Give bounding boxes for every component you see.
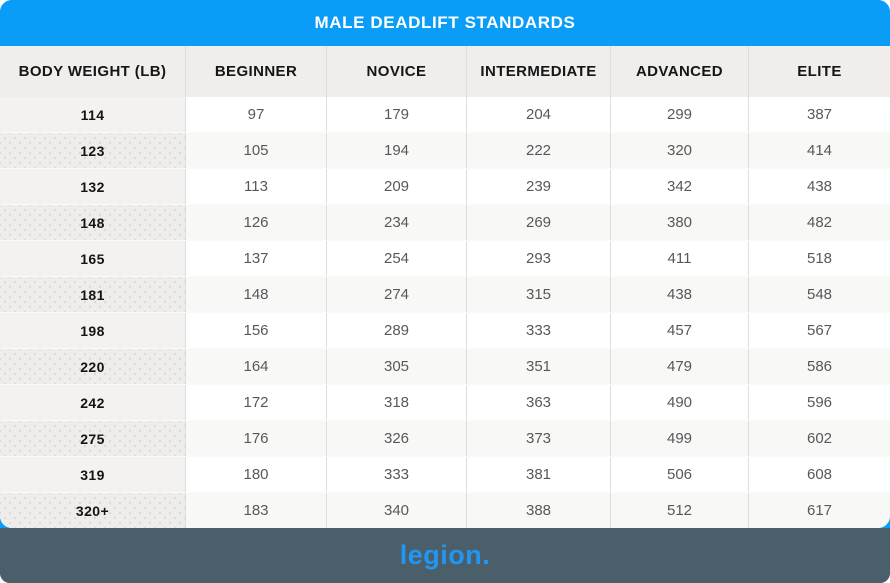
column-header-advanced: ADVANCED (610, 46, 748, 97)
value-cell: 293 (466, 241, 610, 276)
value-cell: 342 (610, 169, 748, 204)
value-cell: 164 (185, 349, 326, 384)
value-cell: 172 (185, 385, 326, 420)
value-cell: 299 (610, 97, 748, 132)
legion-logo: legion. (399, 540, 491, 570)
value-cell: 438 (610, 277, 748, 312)
value-cell: 254 (326, 241, 466, 276)
value-cell: 490 (610, 385, 748, 420)
footer: legion. (0, 528, 890, 583)
value-cell: 380 (610, 205, 748, 240)
body-weight-cell: 148 (0, 205, 185, 240)
value-cell: 363 (466, 385, 610, 420)
body-weight-cell: 275 (0, 421, 185, 456)
value-cell: 438 (748, 169, 890, 204)
value-cell: 567 (748, 313, 890, 348)
value-cell: 373 (466, 421, 610, 456)
value-cell: 97 (185, 97, 326, 132)
value-cell: 320 (610, 133, 748, 168)
value-cell: 411 (610, 241, 748, 276)
value-cell: 617 (748, 493, 890, 528)
value-cell: 126 (185, 205, 326, 240)
body-weight-cell: 132 (0, 169, 185, 204)
value-cell: 387 (748, 97, 890, 132)
value-cell: 351 (466, 349, 610, 384)
value-cell: 340 (326, 493, 466, 528)
body-weight-cell: 198 (0, 313, 185, 348)
value-cell: 194 (326, 133, 466, 168)
body-weight-cell: 220 (0, 349, 185, 384)
table-row: 198 156 289 333 457 567 (0, 312, 890, 348)
column-header-body-weight-lb: BODY WEIGHT (LB) (18, 63, 167, 80)
table-body: 114 97 179 204 299 387 123 105 194 222 320 414 132 11… (0, 97, 890, 528)
table-row: 132 113 209 239 342 438 (0, 168, 890, 204)
table-row: 320+ 183 340 388 512 617 (0, 492, 890, 528)
value-cell: 512 (610, 493, 748, 528)
value-cell: 608 (748, 457, 890, 492)
value-cell: 183 (185, 493, 326, 528)
value-cell: 482 (748, 205, 890, 240)
body-weight-cell: 165 (0, 241, 185, 276)
table-row: 123 105 194 222 320 414 (0, 132, 890, 168)
value-cell: 333 (326, 457, 466, 492)
value-cell: 596 (748, 385, 890, 420)
value-cell: 333 (466, 313, 610, 348)
table-row: 319 180 333 381 506 608 (0, 456, 890, 492)
value-cell: 318 (326, 385, 466, 420)
value-cell: 269 (466, 205, 610, 240)
column-header-intermediate: INTERMEDIATE (466, 46, 610, 97)
table-header-row: BODY WEIGHT (LB) BEGINNER NOVICE INTERMEDIA… (0, 46, 890, 97)
value-cell: 479 (610, 349, 748, 384)
column-header-beginner: BEGINNER (185, 46, 326, 97)
value-cell: 506 (610, 457, 748, 492)
value-cell: 179 (326, 97, 466, 132)
value-cell: 113 (185, 169, 326, 204)
body-weight-cell: 319 (0, 457, 185, 492)
value-cell: 176 (185, 421, 326, 456)
body-weight-cell: 123 (0, 133, 185, 168)
title-bar: MALE DEADLIFT STANDARDS (0, 0, 890, 46)
value-cell: 457 (610, 313, 748, 348)
value-cell: 414 (748, 133, 890, 168)
page-title: MALE DEADLIFT STANDARDS (314, 13, 576, 32)
value-cell: 180 (185, 457, 326, 492)
standards-table: BODY WEIGHT (LB) BEGINNER NOVICE INTERMEDIA… (0, 46, 890, 528)
value-cell: 499 (610, 421, 748, 456)
value-cell: 305 (326, 349, 466, 384)
value-cell: 289 (326, 313, 466, 348)
value-cell: 234 (326, 205, 466, 240)
value-cell: 548 (748, 277, 890, 312)
body-weight-cell: 242 (0, 385, 185, 420)
body-weight-cell: 114 (0, 97, 185, 132)
body-weight-cell: 181 (0, 277, 185, 312)
value-cell: 326 (326, 421, 466, 456)
value-cell: 239 (466, 169, 610, 204)
value-cell: 586 (748, 349, 890, 384)
table-row: 114 97 179 204 299 387 (0, 97, 890, 132)
value-cell: 602 (748, 421, 890, 456)
value-cell: 148 (185, 277, 326, 312)
table-row: 148 126 234 269 380 482 (0, 204, 890, 240)
value-cell: 518 (748, 241, 890, 276)
value-cell: 315 (466, 277, 610, 312)
value-cell: 156 (185, 313, 326, 348)
column-header-elite: ELITE (748, 46, 890, 97)
value-cell: 388 (466, 493, 610, 528)
value-cell: 105 (185, 133, 326, 168)
body-weight-cell: 320+ (0, 493, 185, 528)
table-row: 242 172 318 363 490 596 (0, 384, 890, 420)
column-header-novice: NOVICE (326, 46, 466, 97)
table-row: 220 164 305 351 479 586 (0, 348, 890, 384)
value-cell: 274 (326, 277, 466, 312)
value-cell: 222 (466, 133, 610, 168)
value-cell: 209 (326, 169, 466, 204)
value-cell: 137 (185, 241, 326, 276)
value-cell: 381 (466, 457, 610, 492)
value-cell: 204 (466, 97, 610, 132)
table-row: 165 137 254 293 411 518 (0, 240, 890, 276)
table-row: 275 176 326 373 499 602 (0, 420, 890, 456)
table-row: 181 148 274 315 438 548 (0, 276, 890, 312)
